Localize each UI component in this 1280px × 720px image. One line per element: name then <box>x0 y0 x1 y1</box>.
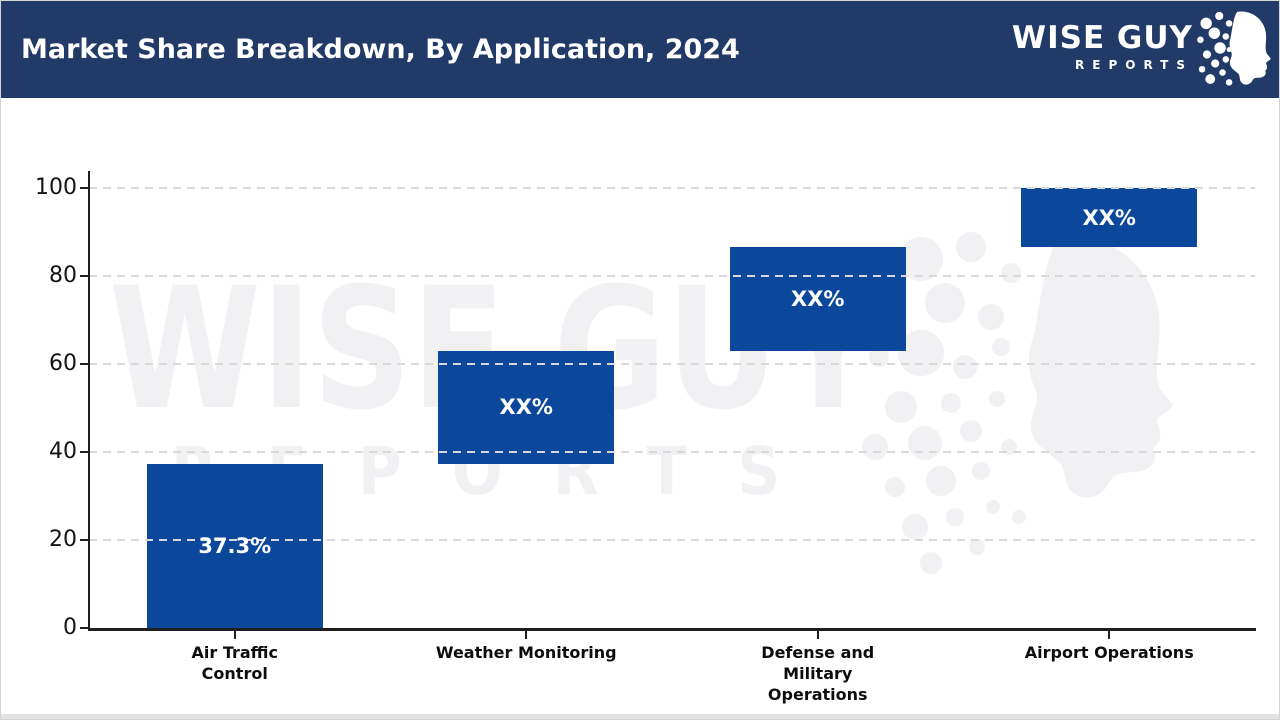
bar-value-label: XX% <box>791 287 845 312</box>
gridline <box>89 187 1255 189</box>
x-category-label: Air Traffic Control <box>105 642 365 684</box>
logo-reports-text: REPORTS <box>1075 58 1193 72</box>
x-category-label-line: Air Traffic <box>191 643 279 662</box>
x-category-label-line: Weather Monitoring <box>435 643 617 662</box>
bar <box>438 350 615 464</box>
bar-value-label: XX% <box>1082 205 1136 230</box>
gridline <box>89 539 1255 541</box>
bar-value-label: 37.3% <box>198 533 272 558</box>
x-category-label-line: Airport Operations <box>1024 643 1194 662</box>
logo-wiseguy-text: WISE GUY <box>1011 20 1193 56</box>
bar-value-label: XX% <box>499 395 553 420</box>
x-tick <box>233 631 236 639</box>
bar <box>1021 188 1198 248</box>
x-tick <box>816 631 819 639</box>
x-category-label-line: Operations <box>767 685 868 704</box>
y-tick <box>80 627 88 629</box>
y-tick <box>80 275 88 277</box>
bar <box>146 463 323 628</box>
y-tick-label: 80 <box>49 263 77 288</box>
wise-guy-reports-logo: WISE GUY REPORTS <box>1012 21 1193 72</box>
x-category-label: Defense and Military Operations <box>688 642 948 705</box>
x-category-label: Airport Operations <box>979 642 1239 663</box>
y-tick-label: 0 <box>63 615 77 640</box>
y-tick-label: 20 <box>49 527 77 552</box>
footer-strip <box>1 714 1279 719</box>
x-tick <box>1108 631 1111 639</box>
x-tick <box>525 631 528 639</box>
x-category-label-line: Control <box>201 664 268 683</box>
y-tick <box>80 187 88 189</box>
gridline <box>89 275 1255 277</box>
y-tick <box>80 451 88 453</box>
bar <box>729 247 906 351</box>
x-category-label-line: Military <box>783 664 853 683</box>
chart-title: Market Share Breakdown, By Application, … <box>21 34 740 65</box>
y-tick <box>80 363 88 365</box>
header-bar: Market Share Breakdown, By Application, … <box>1 1 1279 98</box>
y-tick-label: 40 <box>49 439 77 464</box>
wise-guy-head-icon <box>1197 11 1271 86</box>
x-category-label-line: Defense and <box>761 643 875 662</box>
y-tick <box>80 539 88 541</box>
x-category-label: Weather Monitoring <box>396 642 656 663</box>
gridline <box>89 363 1255 365</box>
x-axis-line <box>88 628 1256 631</box>
gridline <box>89 451 1255 453</box>
y-axis-line <box>88 171 90 631</box>
y-tick-label: 60 <box>49 351 77 376</box>
y-tick-label: 100 <box>35 175 77 200</box>
